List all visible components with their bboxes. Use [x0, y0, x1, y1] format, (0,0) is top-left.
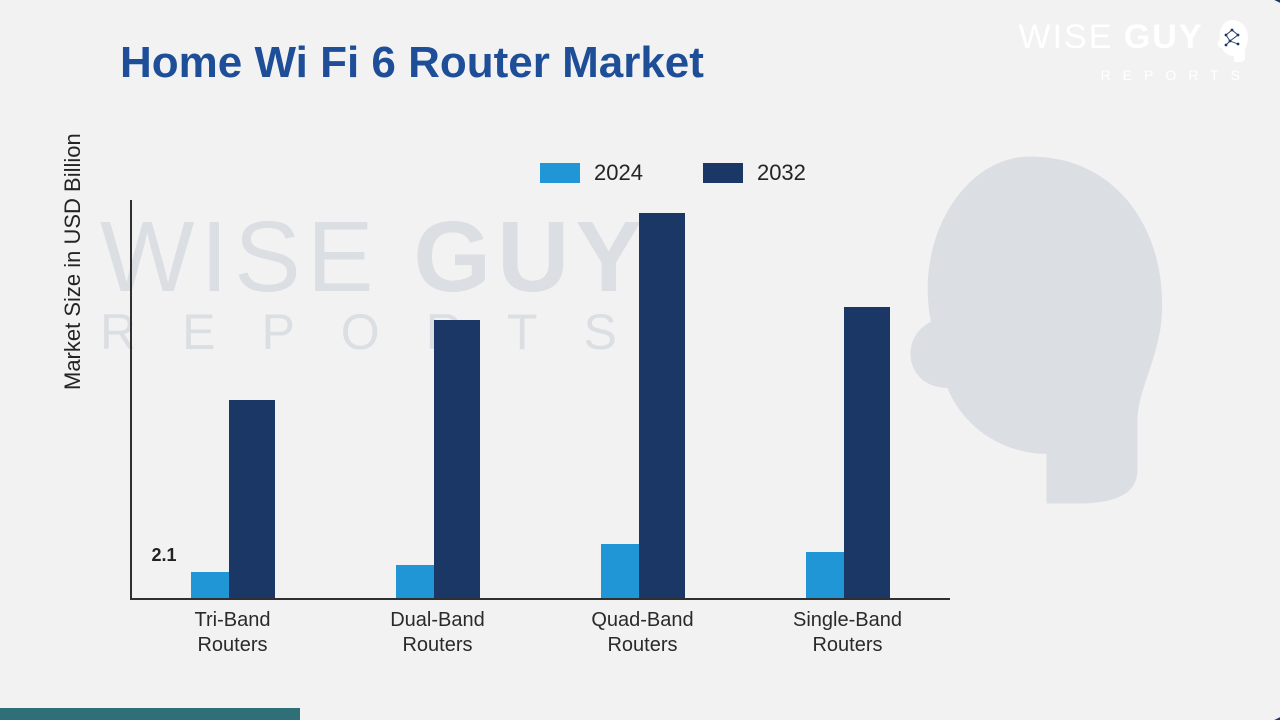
brand-word-2: GUY	[1124, 18, 1204, 56]
brand-word-1: WISE	[1019, 18, 1114, 56]
footer-accent-bar	[0, 708, 300, 720]
brand-block: WISE GUY REPORTS	[992, 18, 1252, 83]
bar-group	[568, 213, 718, 600]
bar-2032	[639, 213, 685, 600]
chart-title: Home Wi Fi 6 Router Market	[120, 38, 704, 88]
bar-2032	[434, 320, 480, 600]
chart-canvas: WISE GUY REPORTS WISE GUY	[0, 0, 1280, 720]
legend-swatch-2032	[703, 163, 743, 183]
brand-sub: REPORTS	[992, 67, 1252, 83]
bar-group: 2.1	[158, 400, 308, 600]
legend: 2024 2032	[540, 160, 806, 186]
bar-2032	[229, 400, 275, 600]
legend-label-2024: 2024	[594, 160, 643, 186]
legend-item-2024: 2024	[540, 160, 643, 186]
x-tick-label: Tri-BandRouters	[148, 608, 318, 658]
legend-swatch-2024	[540, 163, 580, 183]
brand-head-icon	[1212, 18, 1252, 69]
bar-group	[773, 307, 923, 600]
x-tick-label: Dual-BandRouters	[353, 608, 523, 658]
x-tick-label: Quad-BandRouters	[558, 608, 728, 658]
bar-value-label: 2.1	[152, 545, 177, 566]
x-axis-line	[130, 598, 950, 600]
bar-group	[363, 320, 513, 600]
x-tick-labels: Tri-BandRouters Dual-BandRouters Quad-Band…	[130, 608, 950, 658]
legend-label-2032: 2032	[757, 160, 806, 186]
bar-groups: 2.1	[130, 200, 950, 600]
y-axis-label: Market Size in USD Billion	[60, 133, 86, 390]
right-band	[960, 0, 1280, 720]
x-tick-label: Single-BandRouters	[763, 608, 933, 658]
plot-area: 2.1	[130, 200, 950, 600]
legend-item-2032: 2032	[703, 160, 806, 186]
bar-2032	[844, 307, 890, 600]
